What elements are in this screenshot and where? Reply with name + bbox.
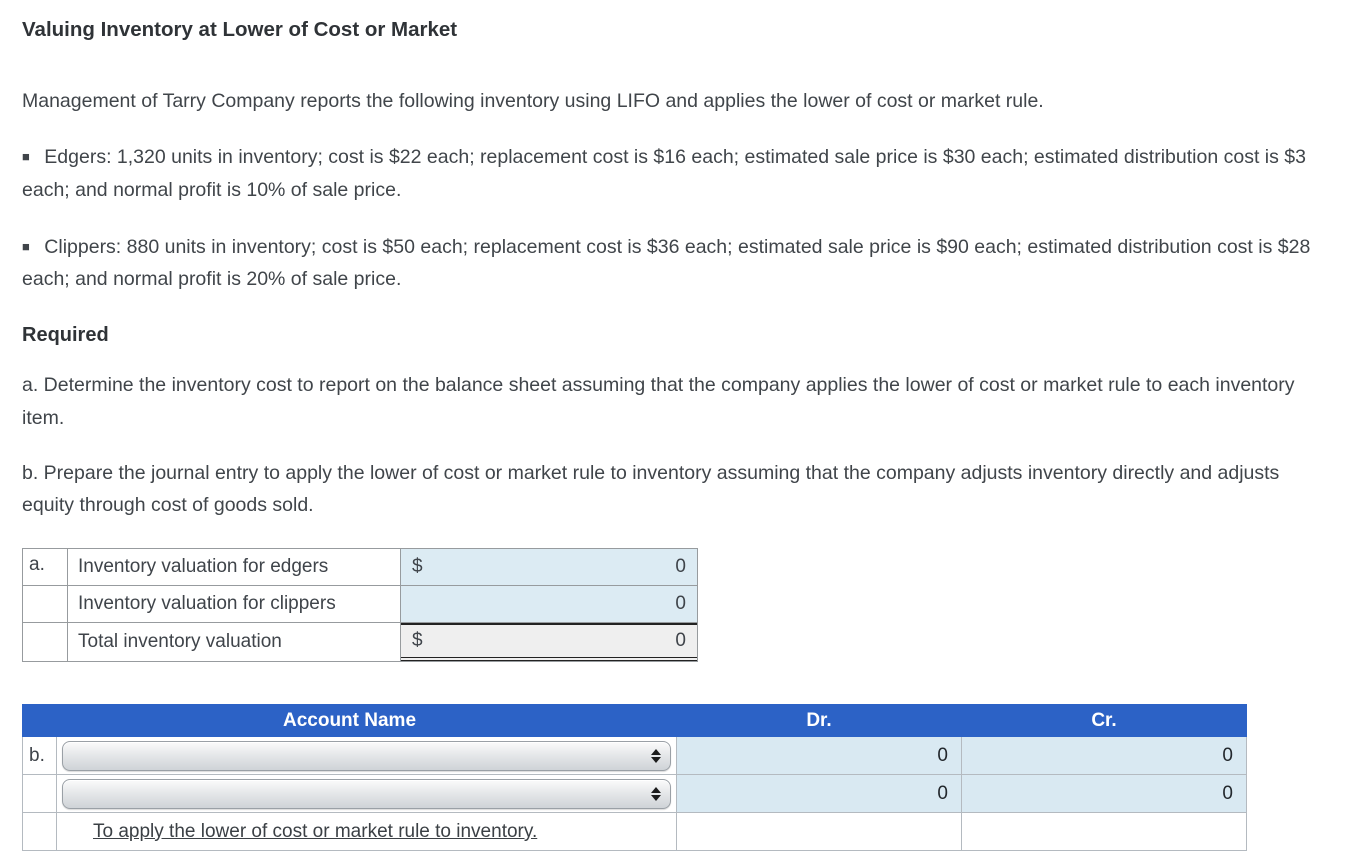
table-row: Total inventory valuation $ 0 bbox=[22, 622, 698, 663]
row-label bbox=[22, 622, 68, 663]
requirement-a: a. Determine the inventory cost to repor… bbox=[22, 374, 1295, 429]
journal-note-row: To apply the lower of cost or market rul… bbox=[22, 812, 1247, 851]
square-bullet-icon: ■ bbox=[22, 238, 30, 254]
input-value: 0 bbox=[675, 593, 686, 615]
bullet-item-clippers: ■ Clippers: 880 units in inventory; cost… bbox=[22, 231, 1322, 297]
input-value: 0 bbox=[675, 630, 686, 652]
dr-header: Dr. bbox=[676, 704, 962, 738]
intro-paragraph: Management of Tarry Company reports the … bbox=[22, 90, 1044, 112]
row-description: Inventory valuation for clippers bbox=[67, 585, 401, 624]
table-row: a. Inventory valuation for edgers $ 0 bbox=[22, 548, 698, 587]
row-label bbox=[22, 774, 57, 814]
row-description: Inventory valuation for edgers bbox=[67, 548, 401, 587]
edgers-valuation-input[interactable]: $ 0 bbox=[401, 549, 697, 586]
account-name-header: Account Name bbox=[22, 704, 677, 738]
cr-amount-input[interactable]: 0 bbox=[961, 736, 1247, 776]
total-valuation-input[interactable]: $ 0 bbox=[401, 623, 697, 662]
requirement-b: b. Prepare the journal entry to apply th… bbox=[22, 461, 1280, 517]
journal-row: 0 0 bbox=[22, 774, 1247, 814]
clippers-valuation-input[interactable]: 0 bbox=[401, 586, 697, 623]
account-select[interactable] bbox=[62, 778, 671, 809]
table-row: Inventory valuation for clippers 0 bbox=[22, 585, 698, 624]
journal-note: To apply the lower of cost or market rul… bbox=[93, 820, 538, 842]
square-bullet-icon: ■ bbox=[22, 149, 30, 165]
select-arrows-icon bbox=[651, 786, 661, 801]
page-title: Valuing Inventory at Lower of Cost or Ma… bbox=[22, 18, 458, 41]
row-label: a. bbox=[22, 548, 68, 587]
required-heading: Required bbox=[22, 324, 109, 347]
bullet-text: Edgers: 1,320 units in inventory; cost i… bbox=[22, 146, 1306, 201]
dr-amount-input[interactable]: 0 bbox=[676, 774, 962, 814]
journal-row: b. 0 0 bbox=[22, 736, 1247, 776]
input-value: 0 bbox=[675, 556, 686, 578]
select-arrows-icon bbox=[651, 748, 661, 763]
row-label: b. bbox=[22, 736, 57, 776]
row-description: Total inventory valuation bbox=[67, 622, 401, 663]
dr-empty-cell bbox=[676, 812, 962, 851]
bullet-text: Clippers: 880 units in inventory; cost i… bbox=[22, 235, 1311, 291]
account-select[interactable] bbox=[62, 740, 671, 771]
journal-entry-table: Account Name Dr. Cr. b. 0 0 0 bbox=[22, 704, 1247, 851]
row-label bbox=[22, 812, 57, 851]
row-label bbox=[22, 585, 68, 624]
cr-empty-cell bbox=[961, 812, 1247, 851]
currency-symbol: $ bbox=[412, 630, 423, 652]
journal-header-row: Account Name Dr. Cr. bbox=[22, 704, 1247, 738]
cr-header: Cr. bbox=[961, 704, 1247, 738]
part-a-answer-table: a. Inventory valuation for edgers $ 0 In… bbox=[22, 548, 698, 663]
dr-amount-input[interactable]: 0 bbox=[676, 736, 962, 776]
bullet-item-edgers: ■ Edgers: 1,320 units in inventory; cost… bbox=[22, 141, 1322, 207]
currency-symbol: $ bbox=[412, 556, 423, 578]
cr-amount-input[interactable]: 0 bbox=[961, 774, 1247, 814]
